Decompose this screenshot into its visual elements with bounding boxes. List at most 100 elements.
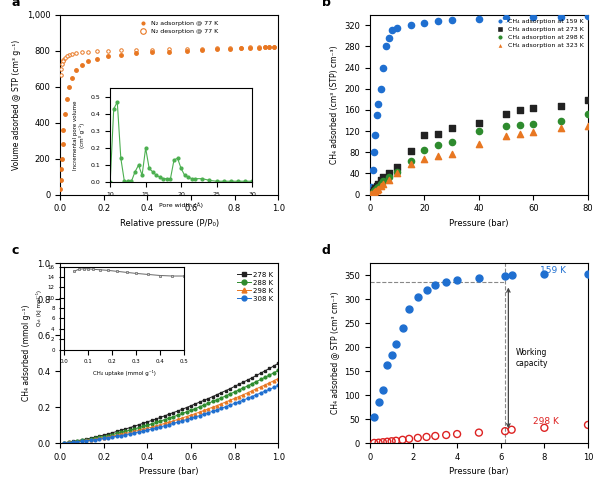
Point: [392, 24, 402, 32]
Point: [368, 167, 377, 174]
Point: [433, 18, 443, 25]
Point: [370, 185, 380, 192]
Text: b: b: [322, 0, 331, 9]
Point: [370, 186, 380, 194]
Point: [447, 150, 457, 158]
Point: [378, 387, 388, 394]
Point: [539, 270, 549, 278]
Point: [376, 85, 386, 93]
Point: [502, 110, 511, 117]
Point: [373, 183, 383, 190]
Point: [379, 64, 388, 72]
Point: [529, 120, 538, 128]
Point: [419, 155, 429, 163]
X-axis label: Relative pressure (P/P₀): Relative pressure (P/P₀): [119, 219, 218, 228]
Legend: CH₄ adsorption at 159 K, CH₄ adsorption at 273 K, CH₄ adsorption at 298 K, CH₄ a: CH₄ adsorption at 159 K, CH₄ adsorption …: [492, 18, 585, 49]
Point: [372, 185, 382, 192]
Legend: 278 K, 288 K, 298 K, 308 K: 278 K, 288 K, 298 K, 308 K: [236, 270, 275, 303]
Point: [378, 438, 388, 446]
Point: [452, 430, 462, 438]
Point: [515, 130, 524, 138]
Point: [406, 148, 416, 155]
Point: [367, 190, 376, 198]
Point: [419, 19, 429, 26]
Point: [430, 281, 440, 289]
Point: [373, 180, 383, 188]
Text: Working
capacity: Working capacity: [516, 348, 548, 368]
X-axis label: Pressure (bar): Pressure (bar): [449, 219, 509, 228]
Point: [387, 352, 397, 359]
Point: [368, 189, 377, 197]
Point: [447, 138, 457, 146]
Point: [406, 157, 416, 165]
Point: [367, 190, 376, 198]
Text: 298 K: 298 K: [533, 417, 559, 426]
Point: [515, 106, 524, 114]
Point: [507, 426, 517, 433]
Point: [556, 13, 566, 20]
Point: [502, 122, 511, 130]
Point: [474, 429, 484, 436]
Point: [529, 13, 538, 21]
Point: [556, 116, 566, 124]
Point: [370, 413, 379, 421]
Point: [556, 125, 566, 132]
Point: [373, 100, 383, 108]
Point: [474, 274, 484, 281]
Point: [369, 149, 379, 156]
Point: [376, 180, 386, 187]
Y-axis label: Volume adsorbed @ STP (cm³ g⁻¹): Volume adsorbed @ STP (cm³ g⁻¹): [12, 39, 21, 170]
Point: [474, 119, 484, 127]
Point: [442, 431, 451, 439]
Point: [583, 122, 593, 130]
Text: c: c: [12, 244, 19, 257]
Point: [422, 433, 431, 441]
Point: [376, 182, 386, 190]
Point: [369, 188, 379, 196]
Point: [556, 102, 566, 110]
Point: [413, 434, 422, 442]
Point: [368, 188, 377, 196]
Point: [372, 186, 382, 194]
Point: [529, 128, 538, 136]
Point: [382, 42, 391, 50]
Point: [583, 12, 593, 20]
Point: [367, 183, 376, 190]
Point: [398, 436, 407, 444]
Point: [373, 185, 383, 193]
Text: a: a: [12, 0, 20, 9]
Point: [500, 272, 510, 280]
Y-axis label: CH₄ adsorbed (cm³ (STP) cm⁻³): CH₄ adsorbed (cm³ (STP) cm⁻³): [329, 45, 338, 164]
Point: [433, 141, 443, 149]
Point: [419, 146, 429, 154]
Point: [370, 131, 380, 139]
Point: [515, 121, 524, 129]
Point: [372, 182, 382, 190]
Point: [392, 163, 402, 170]
Point: [539, 424, 549, 431]
Point: [379, 177, 388, 185]
Point: [370, 187, 380, 195]
Point: [382, 438, 392, 446]
Point: [387, 437, 397, 445]
Point: [370, 439, 379, 447]
Y-axis label: CH₄ adsorbed (mmol g⁻¹): CH₄ adsorbed (mmol g⁻¹): [22, 305, 31, 401]
Point: [392, 168, 402, 176]
Point: [379, 180, 388, 188]
Point: [391, 340, 401, 348]
Legend: N₂ adsorption @ 77 K, N₂ desorption @ 77 K: N₂ adsorption @ 77 K, N₂ desorption @ 77…: [135, 19, 219, 35]
Y-axis label: CH₄ adsorbed @ STP (cm³ cm⁻³): CH₄ adsorbed @ STP (cm³ cm⁻³): [329, 292, 338, 414]
Point: [384, 176, 394, 184]
Text: 159 K: 159 K: [540, 266, 566, 275]
Point: [406, 21, 416, 29]
Point: [365, 188, 375, 196]
Point: [368, 188, 377, 196]
Point: [366, 190, 376, 198]
Point: [392, 169, 402, 177]
Point: [391, 437, 401, 445]
Point: [422, 285, 431, 293]
Point: [474, 127, 484, 135]
Point: [430, 432, 440, 440]
Point: [369, 187, 379, 195]
Point: [419, 131, 429, 139]
